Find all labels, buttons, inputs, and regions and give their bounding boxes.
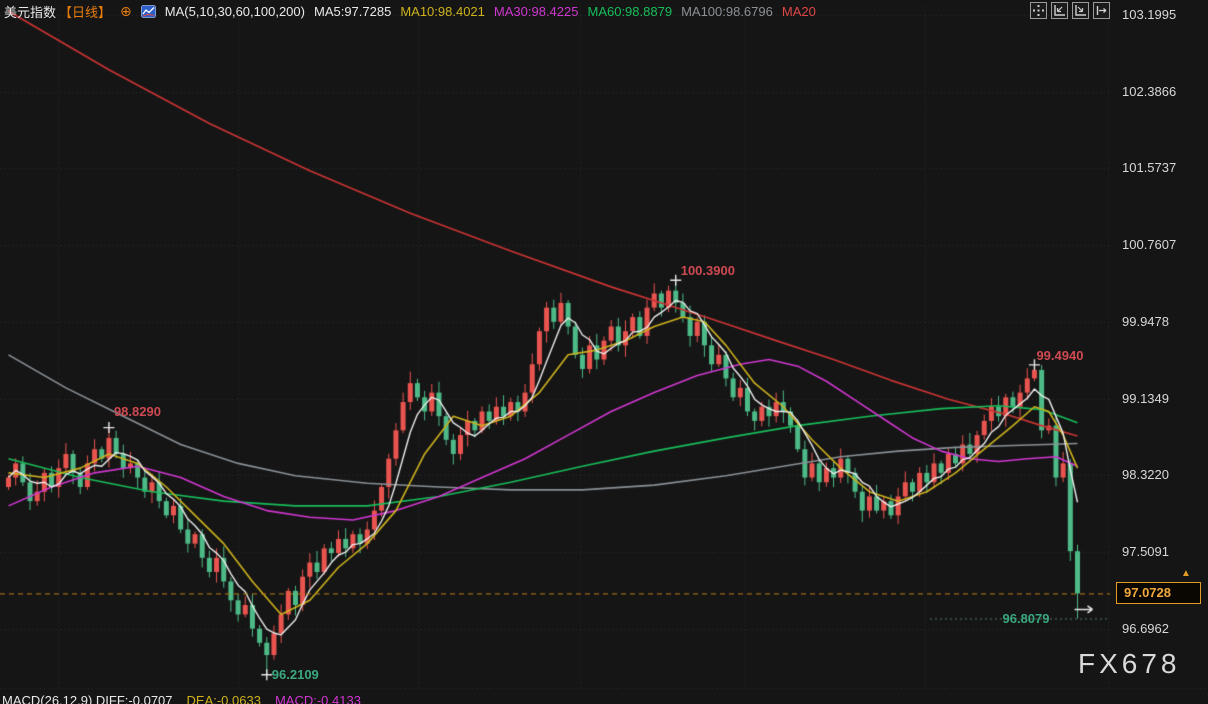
axis-tick: 98.3220 [1122, 467, 1169, 483]
swing-high-label: 98.8290 [113, 403, 161, 419]
chart-header: 美元指数 【日线】 ⊕ MA(5,10,30,60,100,200) MA5:9… [4, 2, 816, 21]
legend-ma60: MA60:98.8879 [587, 4, 673, 19]
legend-ma100: MA100:98.6796 [681, 4, 773, 19]
swing-low-label: 96.2109 [271, 666, 319, 682]
add-indicator-icon[interactable]: ⊕ [120, 3, 132, 19]
axis-tick: 101.5737 [1122, 160, 1177, 176]
chart-type-icon[interactable] [140, 4, 156, 19]
axis-tick: 97.5091 [1122, 544, 1169, 560]
current-price-badge: 97.0728 [1116, 582, 1201, 605]
axis-left-icon[interactable] [1051, 2, 1068, 19]
crosshair-pan-icon[interactable] [1030, 2, 1047, 19]
axis-tick: 96.6962 [1122, 620, 1169, 636]
swing-high-label: 100.3900 [680, 263, 735, 279]
swing-high-label: 99.4940 [1036, 347, 1084, 363]
fx678-watermark: FX678 [1078, 648, 1181, 679]
shift-right-icon[interactable] [1093, 2, 1110, 19]
legend-ma20: MA20 [781, 4, 816, 19]
swing-low-label: 96.8079 [1002, 611, 1050, 627]
price-up-arrow-icon: ▲ [1181, 568, 1191, 580]
period-label: 【日线】 [59, 5, 112, 20]
macd-diff-label: MACD(26,12,9) DIFF:-0.0707 [2, 693, 173, 704]
axis-right-icon[interactable] [1072, 2, 1089, 19]
legend-ma10: MA10:98.4021 [400, 4, 485, 19]
symbol-name: 美元指数 [4, 5, 57, 20]
ma-group-label: MA(5,10,30,60,100,200) [164, 4, 305, 19]
macd-panel-header: MACD(26,12,9) DIFF:-0.0707 DEA:-0.0633 M… [2, 693, 361, 704]
legend-ma30: MA30:98.4225 [493, 4, 579, 19]
macd-value-label: MACD:-0.4133 [274, 693, 361, 704]
axis-tick: 99.9478 [1122, 313, 1169, 329]
axis-tick: 99.1349 [1122, 390, 1169, 406]
chart-toolbar [1030, 2, 1110, 19]
macd-dea-label: DEA:-0.0633 [186, 693, 261, 704]
legend-ma5: MA5:97.7285 [313, 4, 392, 19]
axis-tick: 100.7607 [1122, 237, 1177, 253]
axis-tick: 103.1995 [1122, 7, 1177, 22]
axis-tick: 102.3866 [1122, 83, 1177, 99]
